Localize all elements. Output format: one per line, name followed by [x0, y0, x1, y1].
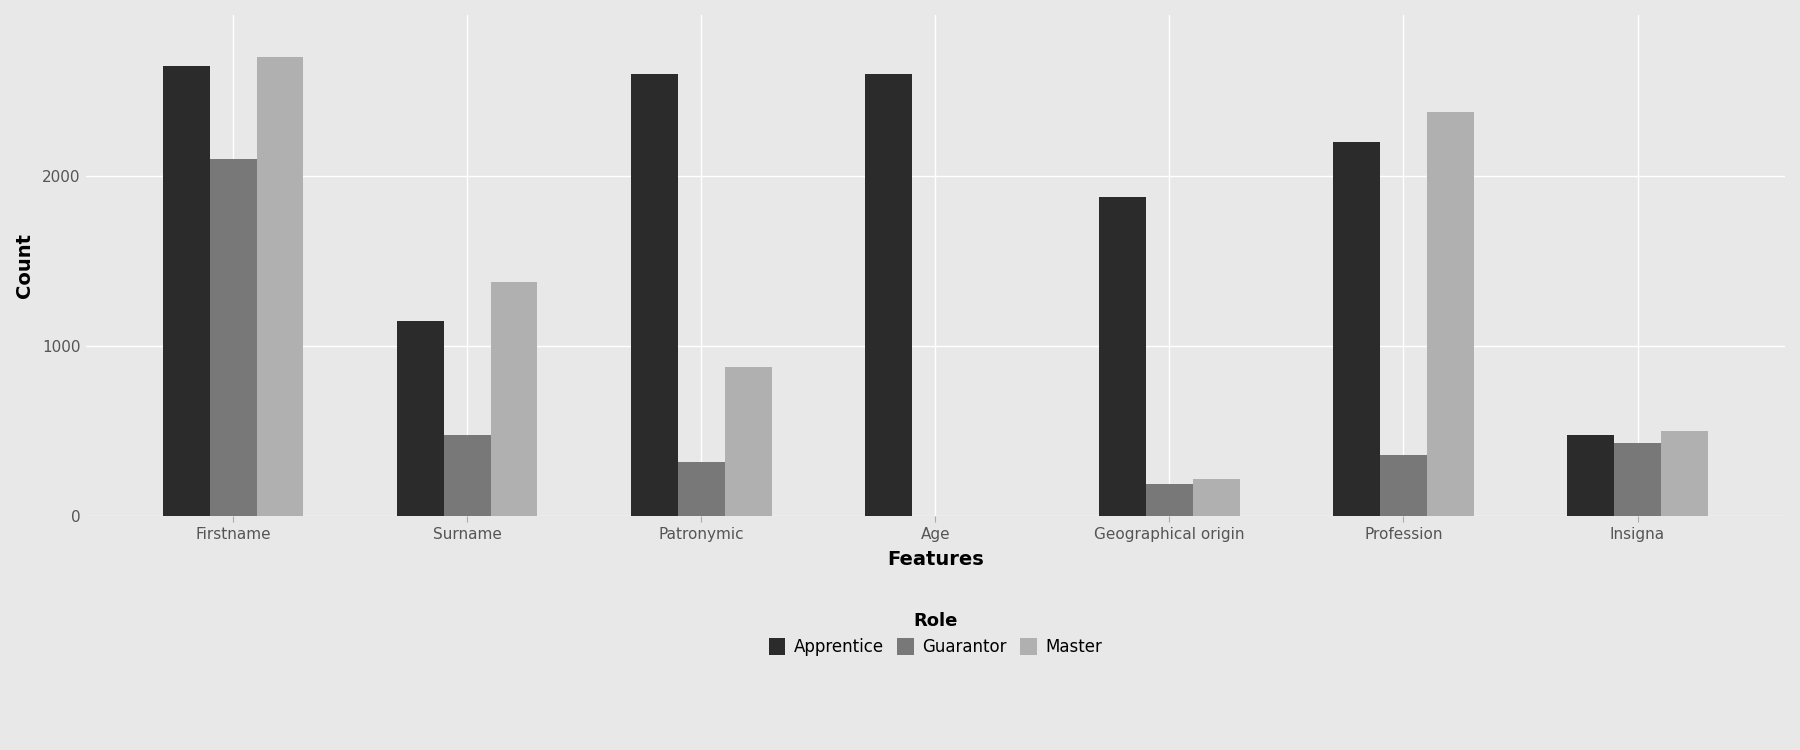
Bar — [725, 367, 772, 517]
X-axis label: Features: Features — [887, 550, 985, 569]
Bar — [1100, 197, 1147, 517]
Bar — [1147, 484, 1193, 517]
Bar — [398, 321, 445, 517]
Bar — [1381, 455, 1427, 517]
Bar — [632, 74, 679, 517]
Bar — [491, 282, 538, 517]
Bar — [1334, 142, 1381, 517]
Bar — [1427, 112, 1474, 517]
Bar — [211, 160, 257, 517]
Legend: Apprentice, Guarantor, Master: Apprentice, Guarantor, Master — [761, 605, 1109, 663]
Bar — [679, 462, 725, 517]
Bar — [1615, 443, 1661, 517]
Bar — [1661, 431, 1708, 517]
Bar — [257, 58, 304, 517]
Bar — [1568, 435, 1615, 517]
Bar — [1193, 479, 1240, 517]
Y-axis label: Count: Count — [14, 233, 34, 298]
Bar — [445, 435, 491, 517]
Bar — [164, 66, 211, 517]
Bar — [866, 74, 913, 517]
